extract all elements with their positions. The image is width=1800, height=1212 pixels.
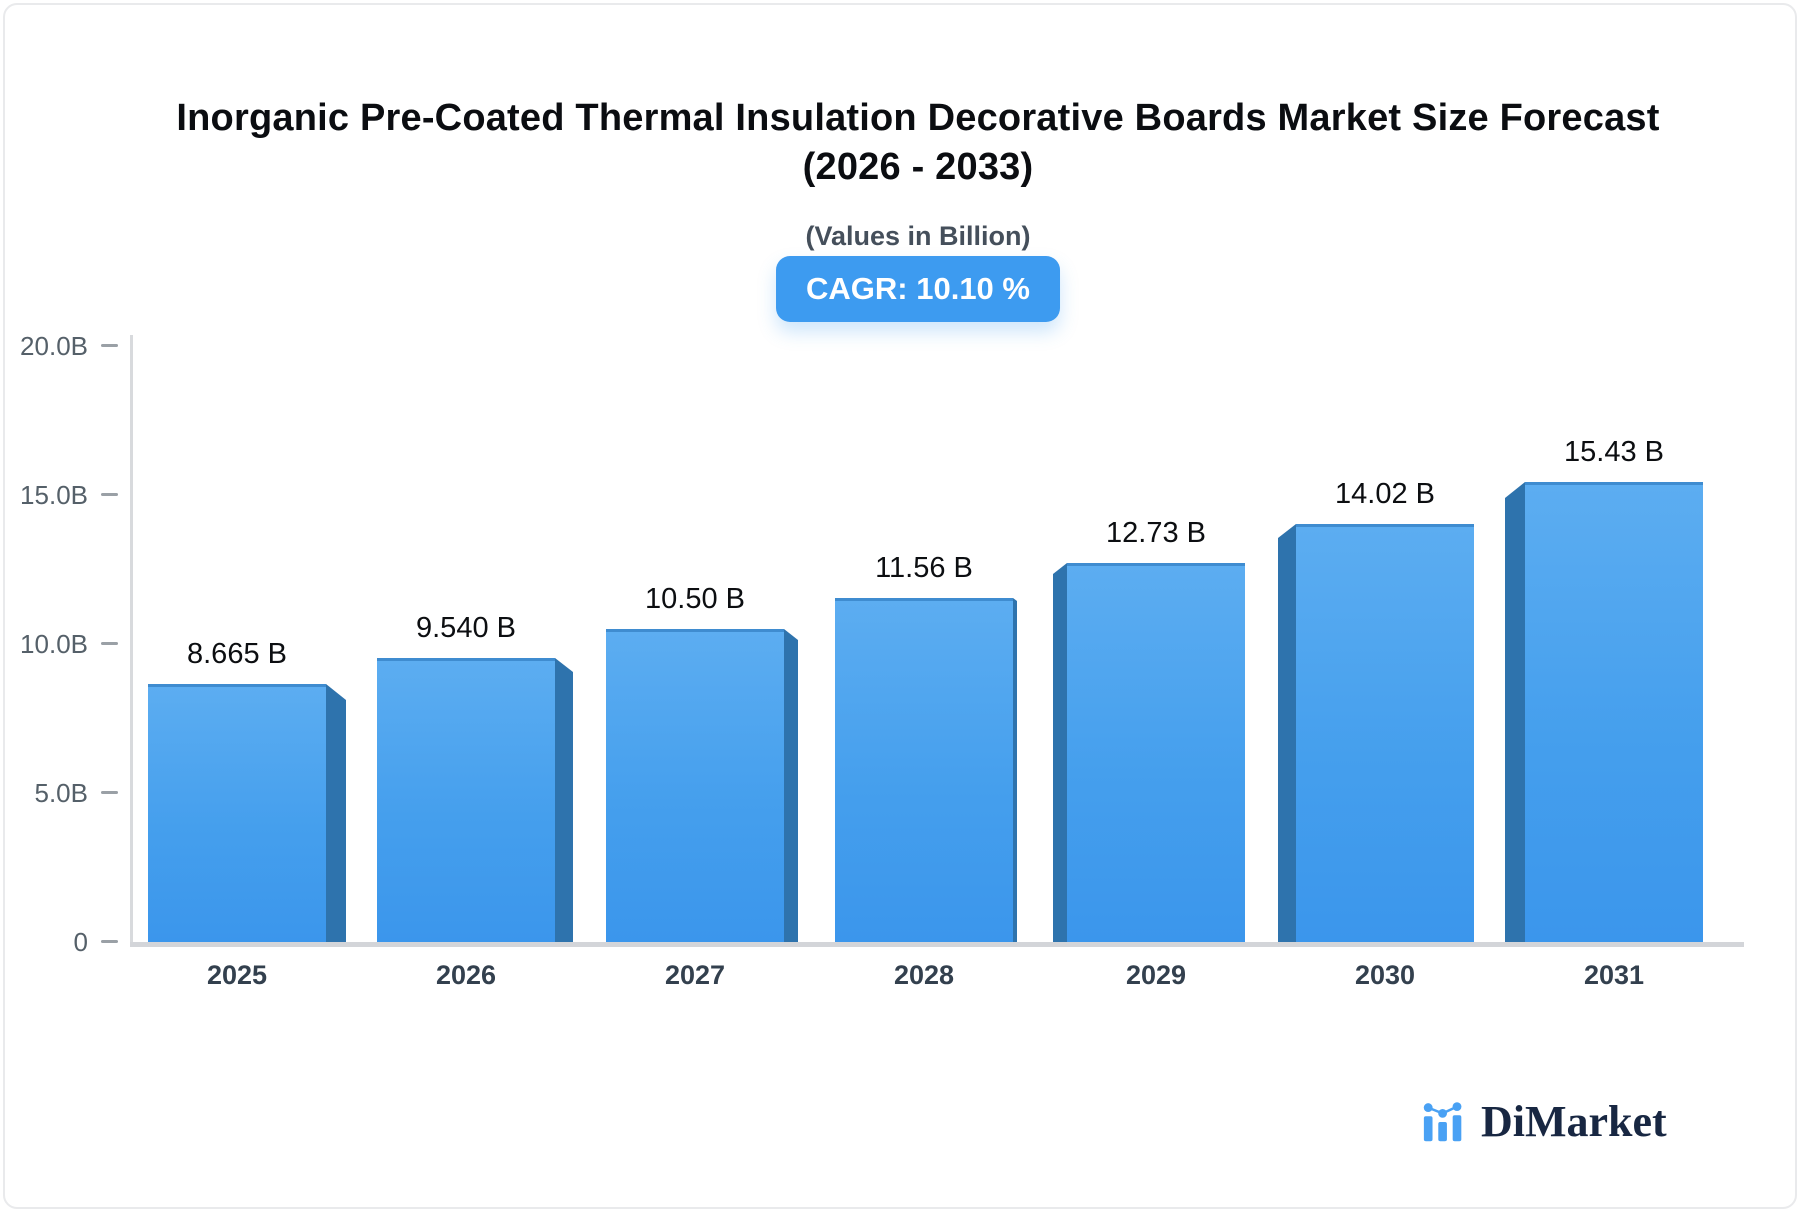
- x-axis-label-2025: 2025: [206, 960, 268, 990]
- bar-value-label-2027: 10.50 B: [645, 583, 745, 615]
- dimarket-logo: DiMarket: [1421, 1096, 1667, 1148]
- bar-side-2030: [1278, 524, 1296, 942]
- chart-subtitle: (Values in Billion): [805, 221, 1031, 251]
- bar-2028: [835, 598, 1013, 942]
- page-title: Inorganic Pre-Coated Thermal Insulation …: [36, 94, 1800, 192]
- bar-value-label-2028: 11.56 B: [875, 552, 973, 584]
- x-axis-label-2029: 2029: [1125, 960, 1187, 990]
- dimarket-logo-icon: [1423, 1102, 1462, 1142]
- x-axis-label-2030: 2030: [1354, 960, 1416, 990]
- page-title-line-1: Inorganic Pre-Coated Thermal Insulation …: [176, 97, 1660, 139]
- y-tick-label-0: 0: [73, 927, 88, 957]
- x-axis-label-2028: 2028: [893, 960, 955, 990]
- bar-value-label-2030: 14.02 B: [1335, 478, 1435, 510]
- y-axis-line: [130, 335, 133, 947]
- y-tick-label-20.0B: 20.0B: [20, 331, 88, 361]
- bar-side-2025: [326, 684, 346, 942]
- y-tick-label-15.0B: 15.0B: [20, 480, 88, 510]
- bar-2029: [1067, 563, 1245, 942]
- bar-side-2026: [555, 658, 573, 942]
- bar-value-label-2026: 9.540 B: [416, 612, 516, 644]
- y-tick-label-5.0B: 5.0B: [34, 778, 89, 808]
- cagr-badge: CAGR: 10.10 %: [776, 256, 1060, 322]
- bar-2025: [148, 684, 326, 942]
- x-axis-label-2026: 2026: [435, 960, 497, 990]
- y-tick-mark-20.0B: [101, 344, 118, 347]
- page-title-line-2: (2026 - 2033): [802, 146, 1034, 188]
- y-tick-mark-10.0B: [101, 642, 118, 645]
- y-tick-mark-0: [101, 940, 118, 943]
- y-tick-label-10.0B: 10.0B: [20, 629, 88, 659]
- bar-2026: [377, 658, 555, 942]
- y-tick-mark-5.0B: [101, 791, 118, 794]
- x-axis-label-2027: 2027: [664, 960, 726, 990]
- bar-2027: [606, 629, 784, 942]
- bar-2030: [1296, 524, 1474, 942]
- y-tick-mark-15.0B: [101, 493, 118, 496]
- bar-value-label-2031: 15.43 B: [1564, 436, 1664, 468]
- bar-side-2031: [1505, 482, 1525, 942]
- bar-value-label-2029: 12.73 B: [1106, 517, 1206, 549]
- x-axis-label-2031: 2031: [1583, 960, 1645, 990]
- bar-side-2029: [1053, 563, 1067, 942]
- bar-side-2028: [1013, 598, 1017, 942]
- bar-value-label-2025: 8.665 B: [187, 638, 287, 670]
- dimarket-logo-text: DiMarket: [1481, 1097, 1667, 1146]
- x-axis-line: [130, 942, 1744, 947]
- bar-side-2027: [784, 629, 798, 942]
- bar-2031: [1525, 482, 1703, 942]
